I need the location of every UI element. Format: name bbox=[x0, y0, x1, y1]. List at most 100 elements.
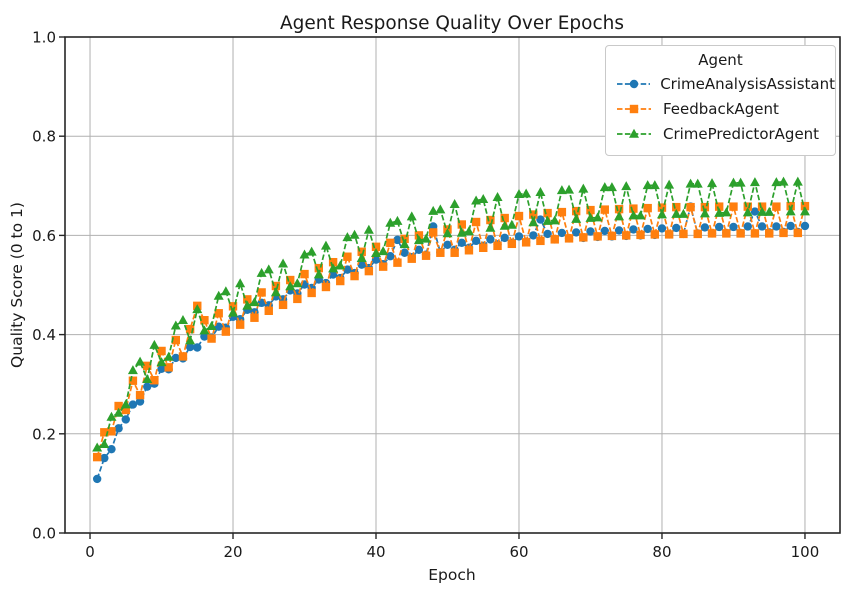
circle-marker-icon bbox=[657, 224, 667, 233]
square-marker-icon bbox=[650, 230, 660, 239]
triangle-up-marker-icon bbox=[156, 357, 167, 367]
circle-marker-icon bbox=[121, 415, 130, 424]
triangle-up-marker-icon bbox=[306, 246, 317, 256]
square-marker-icon bbox=[293, 294, 302, 304]
triangle-up-marker-icon bbox=[585, 212, 596, 222]
triangle-up-marker-icon bbox=[192, 304, 203, 314]
circle-marker-icon bbox=[629, 225, 638, 234]
circle-marker-icon bbox=[107, 444, 116, 454]
triangle-up-marker-icon bbox=[356, 253, 367, 263]
circle-marker-icon bbox=[500, 233, 509, 243]
triangle-up-marker-icon bbox=[471, 195, 482, 205]
triangle-up-marker-icon bbox=[721, 207, 732, 217]
triangle-up-marker-icon bbox=[463, 226, 474, 236]
triangle-up-marker-icon bbox=[692, 178, 703, 188]
triangle-up-marker-icon bbox=[656, 209, 667, 219]
triangle-up-marker-icon bbox=[528, 217, 539, 227]
series-line-CrimePredictorAgent bbox=[96, 180, 806, 449]
circle-marker-icon bbox=[571, 228, 581, 237]
square-marker-icon bbox=[257, 288, 266, 297]
square-marker-icon bbox=[393, 258, 402, 267]
square-marker-icon bbox=[214, 309, 223, 318]
legend-marker-triangle-up-icon bbox=[617, 128, 651, 138]
circle-marker-icon bbox=[700, 223, 710, 232]
square-marker-icon bbox=[536, 236, 545, 246]
square-marker-icon bbox=[614, 204, 624, 214]
triangle-up-marker-icon bbox=[757, 206, 768, 216]
circle-marker-icon bbox=[171, 353, 181, 363]
square-marker-icon bbox=[185, 324, 195, 334]
series-layer bbox=[92, 176, 810, 484]
x-tick-label: 0 bbox=[85, 543, 95, 561]
triangle-up-marker-icon bbox=[513, 189, 524, 199]
square-marker-icon bbox=[521, 238, 531, 247]
triangle-up-marker-icon bbox=[428, 205, 439, 215]
triangle-up-marker-icon bbox=[629, 128, 639, 138]
triangle-up-marker-icon bbox=[542, 215, 553, 225]
square-marker-icon bbox=[386, 238, 395, 248]
triangle-up-marker-icon bbox=[285, 281, 296, 291]
triangle-up-marker-icon bbox=[521, 188, 532, 198]
triangle-up-marker-icon bbox=[707, 178, 718, 188]
square-marker-icon bbox=[571, 206, 581, 216]
square-marker-icon bbox=[307, 288, 316, 298]
triangle-up-marker-icon bbox=[785, 206, 796, 216]
legend: Agent CrimeAnalysisAssistant FeedbackAgen… bbox=[605, 45, 836, 156]
x-axis-label: Epoch bbox=[428, 566, 475, 584]
triangle-up-marker-icon bbox=[177, 315, 188, 325]
square-marker-icon bbox=[729, 202, 738, 211]
square-marker-icon bbox=[664, 230, 674, 239]
square-marker-icon bbox=[657, 203, 667, 212]
triangle-up-marker-icon bbox=[728, 177, 739, 187]
square-marker-icon bbox=[493, 241, 502, 251]
triangle-up-marker-icon bbox=[413, 235, 424, 245]
square-marker-icon bbox=[143, 361, 152, 371]
square-marker-icon bbox=[221, 327, 231, 336]
y-tick-label: 0.8 bbox=[32, 128, 56, 146]
square-marker-icon bbox=[128, 376, 138, 385]
square-marker-icon bbox=[479, 243, 488, 252]
square-marker-icon bbox=[357, 247, 366, 256]
triangle-up-marker-icon bbox=[328, 263, 339, 273]
x-tick-label: 60 bbox=[509, 543, 528, 561]
triangle-up-marker-icon bbox=[92, 442, 103, 452]
triangle-up-marker-icon bbox=[170, 320, 181, 330]
square-marker-icon bbox=[135, 390, 145, 400]
triangle-up-marker-icon bbox=[442, 228, 453, 238]
square-marker-icon bbox=[736, 229, 745, 238]
square-marker-icon bbox=[557, 207, 567, 217]
circle-marker-icon bbox=[629, 79, 639, 88]
square-marker-icon bbox=[250, 313, 259, 322]
y-tick-label: 0.2 bbox=[32, 425, 56, 443]
square-marker-icon bbox=[278, 300, 288, 310]
triangle-up-marker-icon bbox=[556, 185, 567, 195]
triangle-up-marker-icon bbox=[278, 258, 289, 268]
triangle-up-marker-icon bbox=[185, 335, 196, 345]
legend-entries: CrimeAnalysisAssistant FeedbackAgent Crime… bbox=[606, 71, 835, 146]
square-marker-icon bbox=[150, 376, 159, 385]
triangle-up-marker-icon bbox=[599, 182, 610, 192]
triangle-up-marker-icon bbox=[113, 407, 124, 417]
square-marker-icon bbox=[336, 276, 345, 286]
square-marker-icon bbox=[100, 428, 109, 437]
square-marker-icon bbox=[707, 229, 717, 238]
triangle-up-marker-icon bbox=[313, 269, 324, 279]
square-marker-icon bbox=[343, 252, 352, 261]
square-marker-icon bbox=[92, 452, 102, 462]
circle-marker-icon bbox=[486, 235, 495, 244]
square-marker-icon bbox=[286, 275, 295, 285]
square-marker-icon bbox=[564, 234, 574, 243]
y-axis-label: Quality Score (0 to 1) bbox=[8, 202, 26, 368]
triangle-up-marker-icon bbox=[735, 177, 746, 187]
square-marker-icon bbox=[550, 235, 559, 244]
triangle-up-marker-icon bbox=[270, 287, 281, 297]
square-marker-icon bbox=[765, 229, 774, 238]
circle-marker-icon bbox=[557, 228, 567, 238]
square-marker-icon bbox=[586, 205, 595, 215]
triangle-up-marker-icon bbox=[606, 182, 617, 192]
y-tick-label: 1.0 bbox=[32, 29, 56, 47]
square-marker-icon bbox=[693, 229, 702, 239]
legend-title: Agent bbox=[698, 51, 743, 69]
circle-marker-icon bbox=[114, 424, 123, 433]
square-marker-icon bbox=[779, 228, 788, 238]
